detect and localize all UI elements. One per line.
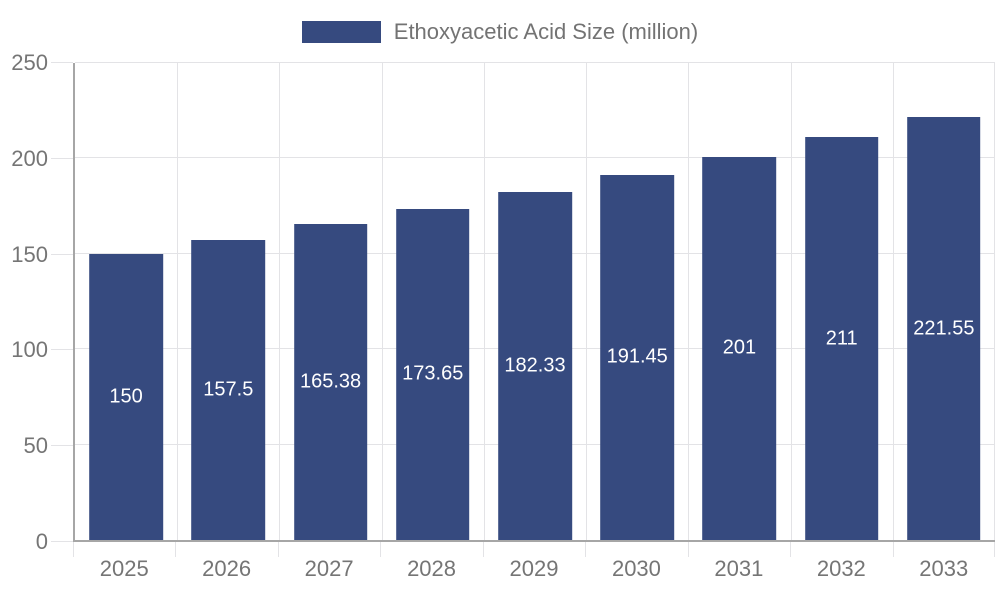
vertical-gridline <box>892 63 894 540</box>
x-axis-ticks <box>73 542 995 557</box>
vertical-gridline <box>177 63 179 540</box>
vertical-gridline <box>994 63 995 540</box>
bar[interactable]: 173.65 <box>395 208 470 540</box>
y-axis-tick <box>51 541 73 542</box>
y-axis-tick-label: 250 <box>11 50 48 75</box>
bar-band: 165.38 <box>279 63 381 540</box>
x-axis-tick <box>73 542 74 557</box>
x-axis-tick-label: 2030 <box>611 556 661 581</box>
x-axis-tick-label: 2026 <box>202 556 252 581</box>
bar-value-label: 182.33 <box>504 354 566 377</box>
bar[interactable]: 201 <box>702 156 777 540</box>
y-axis-tick <box>51 445 73 447</box>
bar-value-label: 211 <box>825 327 858 350</box>
x-axis-tick <box>277 542 279 557</box>
horizontal-gridline <box>75 157 995 159</box>
bar[interactable]: 150 <box>89 253 163 540</box>
vertical-gridline <box>790 63 792 540</box>
x-axis-tick <box>585 542 587 557</box>
bar[interactable]: 221.55 <box>907 117 981 540</box>
x-axis-tick-label: 2029 <box>509 556 559 581</box>
bar-value-label: 191.45 <box>606 345 668 368</box>
x-axis-tick-label: 2028 <box>407 556 457 581</box>
vertical-gridline <box>381 63 383 540</box>
y-axis-tick <box>51 253 73 255</box>
vertical-gridline <box>586 63 588 540</box>
x-axis-tick <box>994 542 995 557</box>
bar[interactable]: 182.33 <box>498 192 572 540</box>
legend[interactable]: Ethoxyacetic Acid Size (million) <box>0 19 1000 45</box>
x-axis-tick <box>687 542 689 557</box>
y-axis-ticks <box>51 62 73 542</box>
y-axis: 0 50 100 150 200 250 <box>0 52 48 553</box>
x-axis-tick-label: 2031 <box>714 556 764 581</box>
bar-value-label: 165.38 <box>299 370 362 393</box>
bar-band: 150 <box>75 63 177 540</box>
y-axis-tick-label: 0 <box>35 529 48 554</box>
x-axis-tick-label: 2033 <box>919 556 969 581</box>
x-axis-tick <box>482 542 484 557</box>
y-axis-tick <box>51 157 73 159</box>
bar-value-label: 221.55 <box>913 317 975 340</box>
vertical-gridline <box>688 63 690 540</box>
bar[interactable]: 165.38 <box>293 224 368 540</box>
vertical-gridline <box>483 63 485 540</box>
y-axis-tick-label: 100 <box>11 337 48 363</box>
vertical-gridline <box>279 63 281 540</box>
plot-area: 150 157.5 165.38 173.65 182.33 191.45 201 211 22… <box>73 62 995 542</box>
x-axis-tick <box>175 542 177 557</box>
bar-band: 191.45 <box>586 63 688 540</box>
x-axis-tick <box>380 542 382 557</box>
bar-band: 211 <box>791 63 893 540</box>
y-axis-tick <box>51 62 73 63</box>
x-axis-tick <box>790 542 792 557</box>
bar-band: 173.65 <box>382 63 484 540</box>
bar-value-label: 150 <box>109 385 143 408</box>
x-axis-tick <box>892 542 894 557</box>
bar[interactable]: 211 <box>804 137 879 540</box>
bar-value-label: 201 <box>722 336 757 359</box>
y-axis-tick-label: 150 <box>11 241 48 267</box>
legend-label: Ethoxyacetic Acid Size (million) <box>393 19 699 44</box>
bar-band: 221.55 <box>893 63 995 540</box>
y-axis-tick-label: 50 <box>23 433 48 459</box>
x-axis-tick-label: 2027 <box>304 556 354 581</box>
y-axis-tick-label: 200 <box>11 145 48 171</box>
x-axis: 2025 2026 2027 2028 2029 2030 2031 2032 2033 <box>73 556 995 584</box>
x-axis-tick-label: 2032 <box>816 556 866 581</box>
x-axis-tick-label: 2025 <box>99 556 149 581</box>
bar[interactable]: 157.5 <box>191 239 266 540</box>
bar-value-label: 157.5 <box>203 378 254 401</box>
horizontal-gridline <box>75 62 995 63</box>
y-axis-tick <box>51 349 73 351</box>
bar[interactable]: 191.45 <box>600 174 675 540</box>
bar-band: 182.33 <box>484 63 586 540</box>
legend-swatch-icon <box>301 21 381 43</box>
bar-value-label: 173.65 <box>402 362 464 385</box>
bar-band: 201 <box>688 63 790 540</box>
bar-band: 157.5 <box>177 63 279 540</box>
